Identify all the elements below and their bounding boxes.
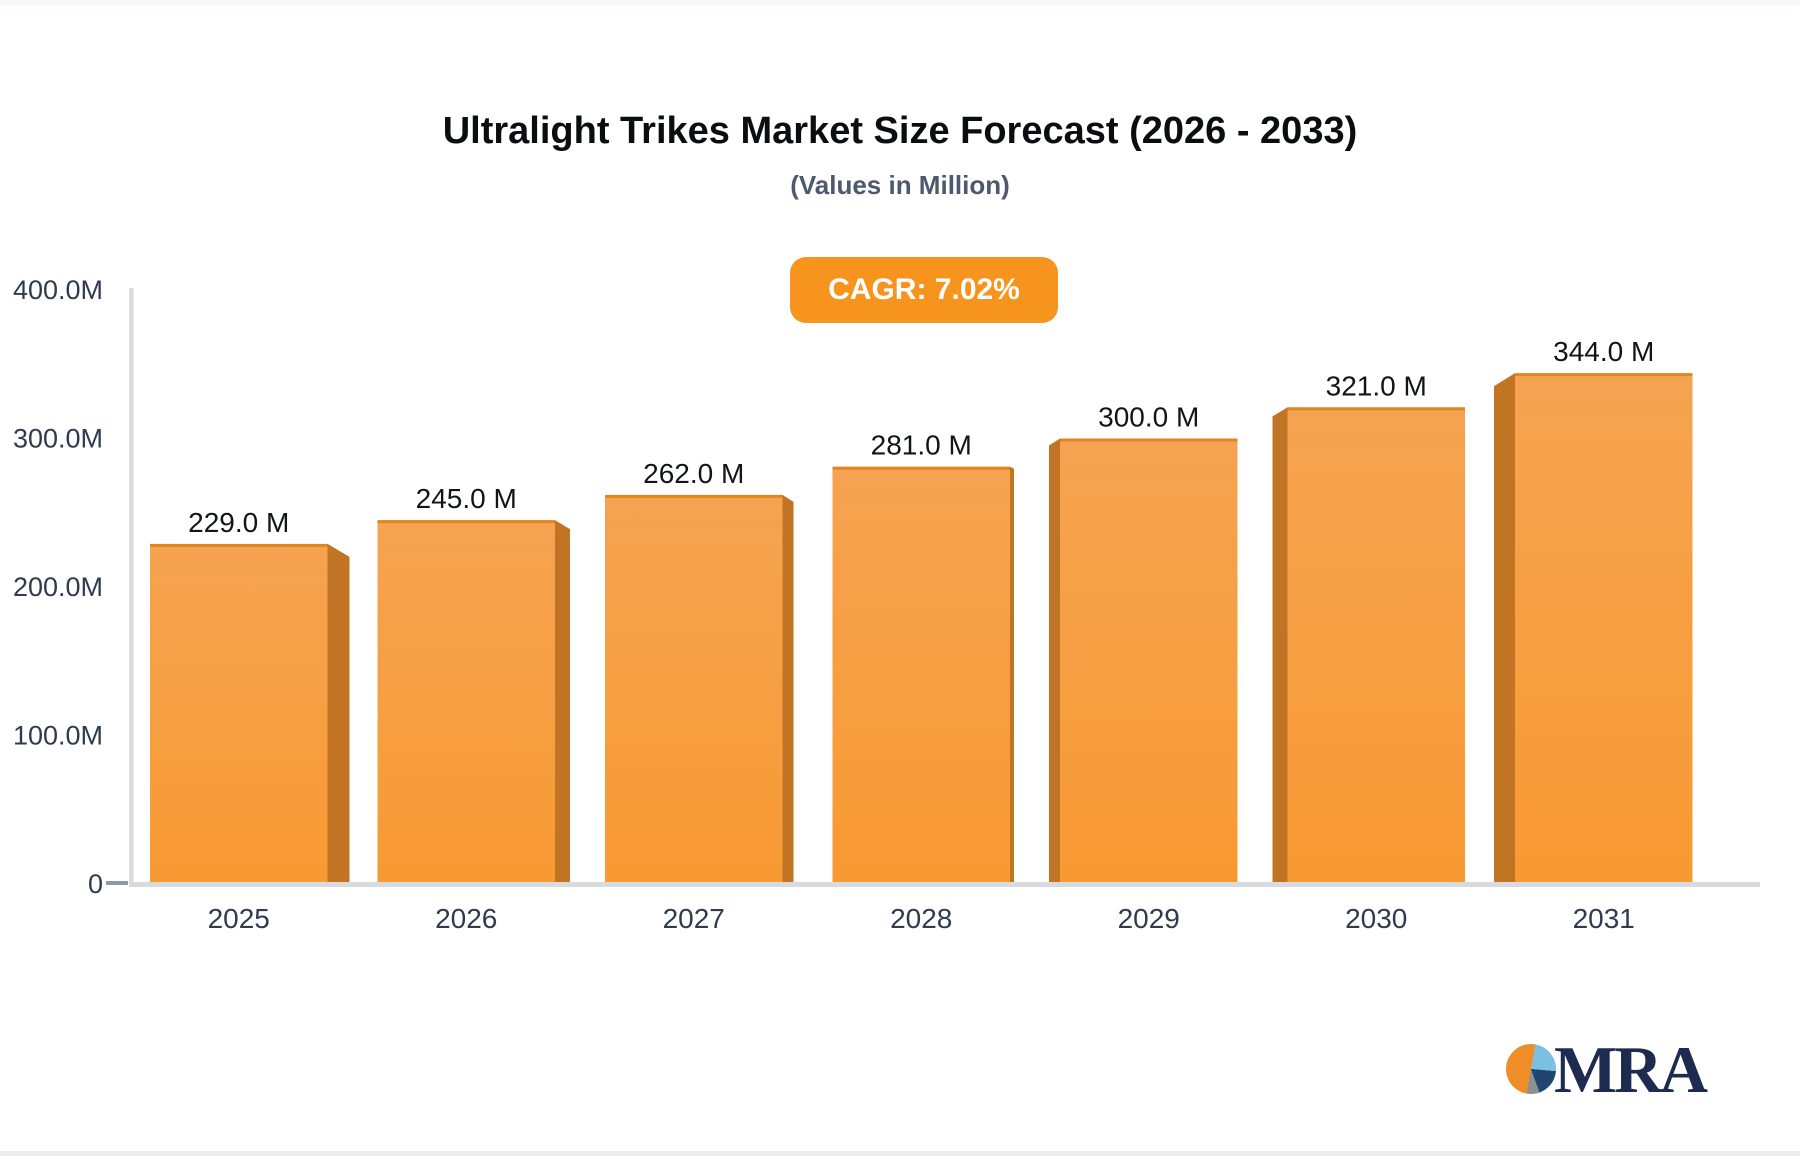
x-tick-label: 2025 bbox=[208, 903, 270, 934]
logo-text: MRA bbox=[1554, 1033, 1708, 1107]
x-tick-label: 2031 bbox=[1573, 903, 1635, 934]
bar-value-label: 344.0 M bbox=[1553, 336, 1654, 367]
bar-side-face bbox=[1049, 438, 1060, 885]
bar-value-label: 321.0 M bbox=[1326, 370, 1427, 401]
pie-chart-logo-icon bbox=[1506, 1044, 1556, 1094]
y-axis-line bbox=[129, 288, 134, 886]
y-tick-label: 100.0M bbox=[13, 721, 103, 751]
chart-title: Ultralight Trikes Market Size Forecast (… bbox=[442, 110, 1358, 152]
x-tick-label: 2028 bbox=[890, 903, 952, 934]
cagr-badge-label: CAGR: 7.02% bbox=[828, 273, 1020, 306]
bar-side-face bbox=[1494, 373, 1515, 885]
page-top-edge bbox=[0, 0, 1800, 5]
bar-top-edge bbox=[377, 520, 555, 524]
bar bbox=[1515, 373, 1693, 885]
x-tick-label: 2029 bbox=[1118, 903, 1180, 934]
y-tick-label: 0 bbox=[88, 869, 103, 899]
bar-top-edge bbox=[150, 543, 328, 547]
bar-top-edge bbox=[832, 466, 1010, 470]
bar-top-edge bbox=[605, 494, 783, 498]
cagr-badge: CAGR: 7.02% bbox=[790, 257, 1058, 323]
x-axis-line bbox=[129, 882, 1760, 887]
y-tick-label: 300.0M bbox=[13, 424, 103, 454]
bar bbox=[832, 466, 1010, 885]
bar bbox=[1287, 407, 1465, 885]
page-bottom-edge bbox=[0, 1151, 1800, 1156]
zero-tick-dash bbox=[106, 881, 128, 885]
y-tick-label: 400.0M bbox=[13, 275, 103, 305]
bar-value-label: 245.0 M bbox=[416, 483, 517, 514]
bar-side-face bbox=[555, 520, 570, 885]
x-tick-label: 2027 bbox=[663, 903, 725, 934]
bar-value-label: 229.0 M bbox=[188, 507, 289, 538]
bar-side-face bbox=[782, 494, 794, 885]
bar-top-edge bbox=[1287, 407, 1465, 411]
bar-value-label: 300.0 M bbox=[1098, 402, 1199, 433]
bar-side-face bbox=[327, 543, 350, 885]
bar-value-label: 262.0 M bbox=[643, 458, 744, 489]
bar-side-face bbox=[1272, 407, 1288, 885]
x-tick-label: 2030 bbox=[1345, 903, 1407, 934]
bar-side-face bbox=[1010, 466, 1014, 885]
chart-subtitle: (Values in Million) bbox=[790, 170, 1010, 200]
bar bbox=[377, 520, 555, 885]
x-tick-label: 2026 bbox=[435, 903, 497, 934]
bar-top-edge bbox=[1060, 438, 1238, 442]
y-tick-label: 200.0M bbox=[13, 572, 103, 602]
bar-value-label: 281.0 M bbox=[871, 430, 972, 461]
bar bbox=[1060, 438, 1238, 885]
publisher-logo: MRA bbox=[1504, 1032, 1744, 1112]
bar bbox=[605, 494, 783, 885]
bar bbox=[150, 543, 328, 885]
bar-top-edge bbox=[1515, 373, 1693, 377]
